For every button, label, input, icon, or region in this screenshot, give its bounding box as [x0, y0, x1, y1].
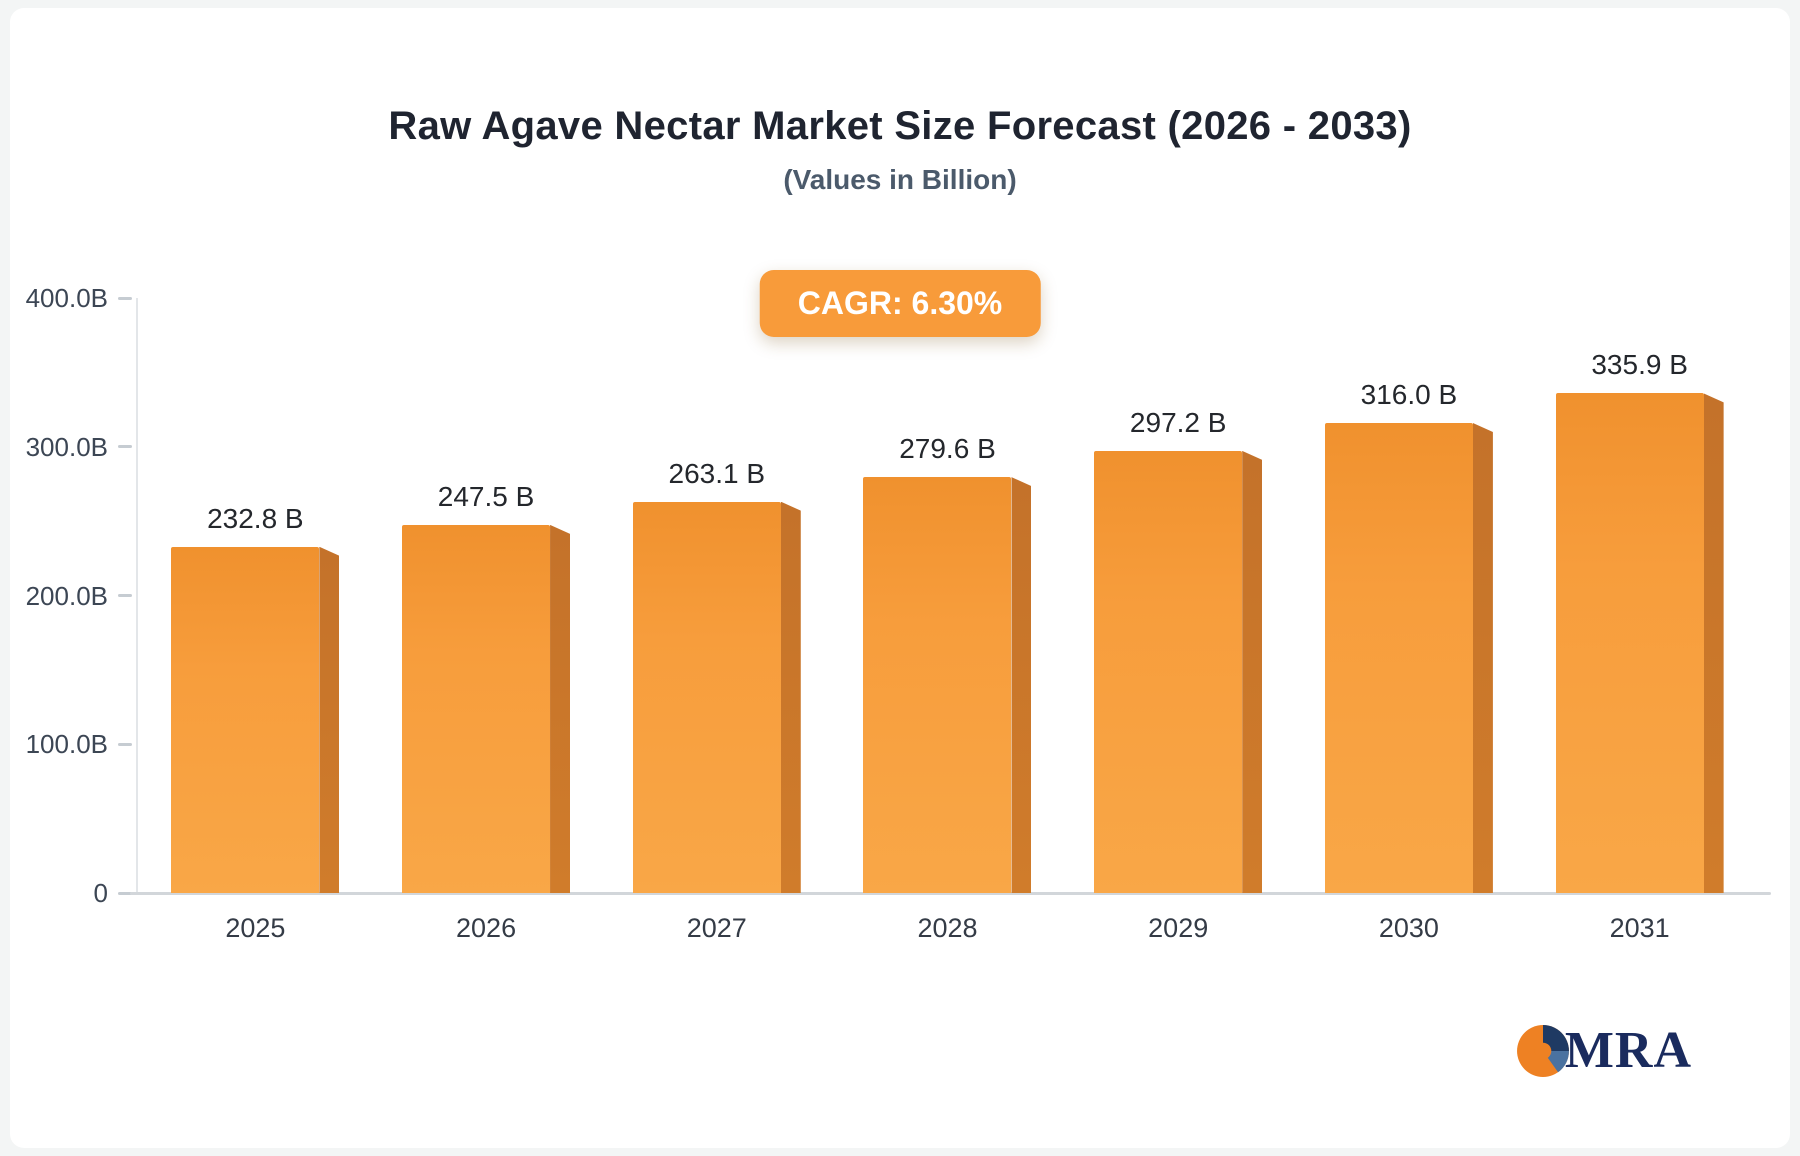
x-axis-label: 2027 [686, 913, 747, 943]
y-axis-tick: 0 [10, 878, 132, 908]
chart-card: Raw Agave Nectar Market Size Forecast (2… [10, 8, 1790, 1148]
bar-group: 297.2 B [1063, 298, 1294, 893]
bar-group: 316.0 B [1294, 298, 1525, 893]
tick-mark-icon [118, 296, 132, 300]
cagr-badge: CAGR: 6.30% [759, 270, 1041, 337]
y-axis-label: 400.0B [25, 283, 108, 313]
bar-side-3d [780, 501, 801, 893]
y-axis-label: 100.0B [25, 729, 108, 760]
bar-value-label: 297.2 B [1129, 406, 1227, 438]
bar-group: 263.1 B [601, 298, 832, 893]
y-axis-tick: 400.0B [10, 283, 132, 313]
bar-group: 232.8 B [140, 298, 371, 893]
brand-logo: MRA [1516, 1024, 1692, 1078]
y-axis-tick: 200.0B [10, 581, 132, 611]
x-axis-label: 2028 [917, 913, 978, 943]
y-axis-line [136, 298, 138, 893]
x-axis-baseline [130, 892, 1771, 895]
tick-mark-icon [118, 594, 132, 597]
y-axis-tick: 100.0B [10, 729, 132, 759]
bar-group: 279.6 B [832, 298, 1063, 893]
bar-group: 247.5 B [371, 298, 602, 893]
x-axis-label: 2031 [1609, 913, 1670, 943]
y-axis-label: 0 [93, 878, 108, 908]
x-axis-label: 2025 [225, 913, 286, 943]
y-axis: 0 100.0B 200.0B 300.0B 400.0B [10, 283, 132, 908]
bar-face [863, 477, 1012, 893]
x-axis-label: 2030 [1378, 913, 1439, 943]
bar: 263.1 B [632, 458, 801, 893]
bar-face [1094, 450, 1243, 893]
chart-title: Raw Agave Nectar Market Size Forecast (2… [388, 104, 1412, 148]
bar-side-3d [1011, 477, 1032, 893]
bar: 335.9 B [1555, 349, 1724, 893]
bar-face [1555, 393, 1704, 893]
y-axis-tick: 300.0B [10, 432, 132, 462]
tick-mark-icon [118, 891, 132, 895]
x-axis: 2025 2026 2027 2028 2029 2030 2031 [140, 913, 1755, 953]
tick-mark-icon [118, 445, 132, 449]
bar: 247.5 B [402, 481, 571, 893]
logo-pie-icon [1516, 1025, 1569, 1077]
y-axis-label: 300.0B [25, 431, 108, 462]
bar-value-label: 232.8 B [207, 502, 304, 534]
bar-face [1324, 422, 1473, 893]
plot-area: 232.8 B 247.5 B 263.1 B 279.6 B 297.2 B 316.0… [130, 298, 1771, 895]
logo-text: MRA [1564, 1022, 1692, 1079]
bar-value-label: 279.6 B [899, 433, 996, 465]
bar-face [632, 501, 781, 893]
x-axis-label: 2029 [1148, 913, 1209, 943]
bar-side-3d [1472, 422, 1493, 893]
bar-face [402, 524, 551, 893]
bar: 297.2 B [1094, 407, 1263, 893]
bar-value-label: 247.5 B [437, 480, 535, 512]
bar-value-label: 316.0 B [1360, 378, 1458, 410]
bar-group: 335.9 B [1524, 298, 1755, 893]
y-axis-label: 200.0B [25, 580, 108, 611]
bar-value-label: 263.1 B [668, 457, 766, 489]
bar-side-3d [550, 524, 571, 893]
bar: 232.8 B [171, 503, 340, 893]
tick-mark-icon [118, 742, 132, 746]
bar-side-3d [1242, 450, 1263, 893]
bar-value-label: 335.9 B [1591, 349, 1688, 381]
bar-side-3d [1703, 393, 1724, 893]
x-axis-label: 2026 [456, 913, 517, 943]
bar-side-3d [319, 546, 340, 893]
chart-subtitle: (Values in Billion) [783, 164, 1017, 195]
bar-face [171, 546, 320, 893]
bar: 279.6 B [863, 433, 1032, 893]
bar: 316.0 B [1324, 379, 1493, 893]
